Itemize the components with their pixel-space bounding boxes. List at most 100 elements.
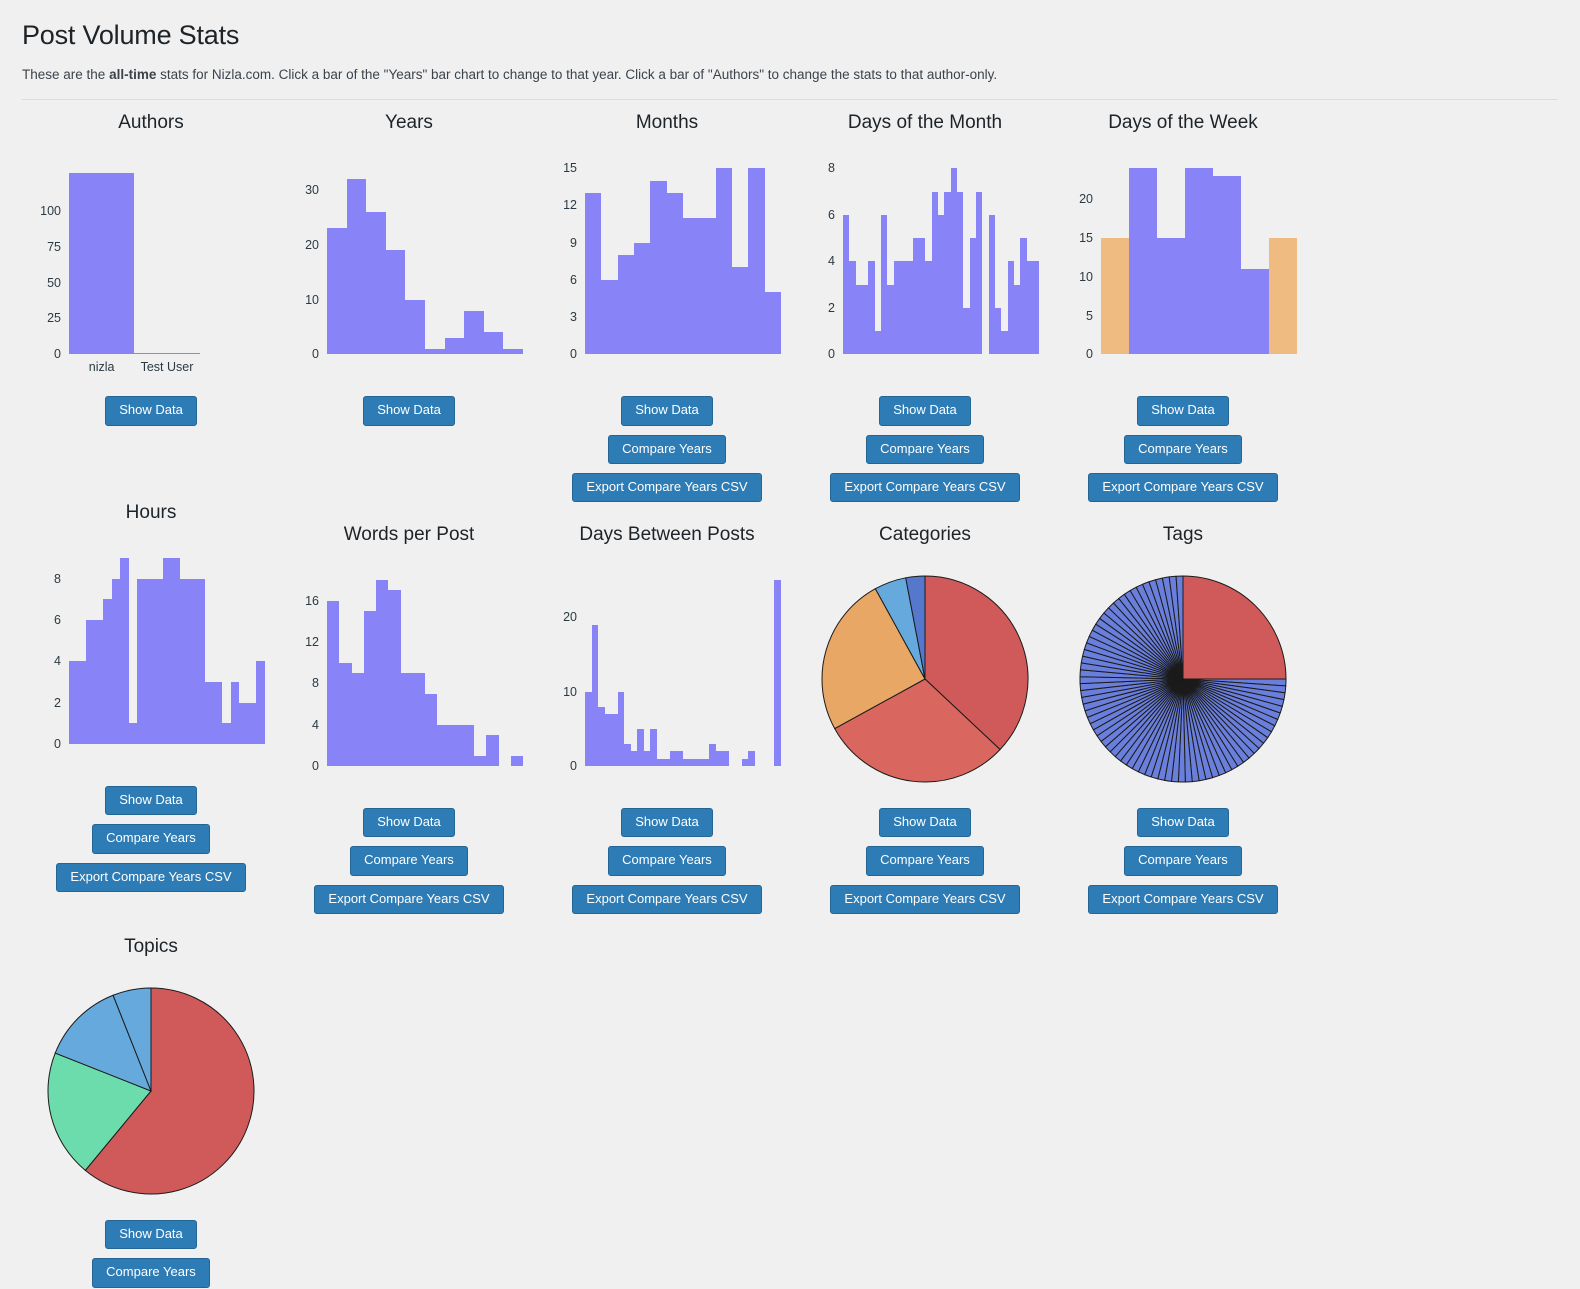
export-compare-years-csv-button-months[interactable]: Export Compare Years CSV <box>572 472 762 503</box>
bar[interactable] <box>86 620 95 745</box>
pie-slice[interactable] <box>821 588 926 730</box>
bar[interactable] <box>937 214 945 355</box>
bar[interactable] <box>722 751 729 767</box>
show-data-button-words-per-post[interactable]: Show Data <box>363 808 455 838</box>
bar[interactable] <box>715 751 723 767</box>
bar[interactable] <box>247 702 257 745</box>
bar[interactable] <box>843 214 850 355</box>
bar[interactable] <box>741 758 749 767</box>
bar[interactable] <box>510 755 523 767</box>
bar[interactable] <box>975 191 983 355</box>
export-compare-years-csv-button-words-per-post[interactable]: Export Compare Years CSV <box>314 884 504 915</box>
pie-slice[interactable] <box>54 994 152 1092</box>
bar[interactable] <box>461 724 474 767</box>
bar[interactable] <box>327 600 340 767</box>
bar[interactable] <box>861 284 869 355</box>
bar[interactable] <box>643 751 651 767</box>
bar[interactable] <box>1007 261 1014 355</box>
bar[interactable] <box>912 238 919 355</box>
bar[interactable] <box>682 758 690 767</box>
export-compare-years-csv-button-days-of-week[interactable]: Export Compare Years CSV <box>1088 472 1278 503</box>
bar[interactable] <box>145 578 155 745</box>
pie-slice[interactable] <box>905 575 926 680</box>
bar[interactable] <box>633 242 651 355</box>
show-data-button-authors[interactable]: Show Data <box>105 396 197 426</box>
export-compare-years-csv-button-categories[interactable]: Export Compare Years CSV <box>830 884 1020 915</box>
compare-years-button-tags[interactable]: Compare Years <box>1124 846 1242 876</box>
bar[interactable] <box>656 758 664 767</box>
bar[interactable] <box>585 691 592 767</box>
bar[interactable] <box>591 624 599 767</box>
bar[interactable] <box>598 706 605 767</box>
bar[interactable] <box>137 578 146 745</box>
bar[interactable] <box>682 217 700 355</box>
bar[interactable] <box>205 682 214 745</box>
bar[interactable] <box>715 168 732 355</box>
bar[interactable] <box>1032 261 1040 355</box>
bar[interactable] <box>699 217 716 355</box>
bar[interactable] <box>437 724 450 767</box>
bar[interactable] <box>366 212 386 355</box>
bar[interactable] <box>327 228 347 355</box>
bar[interactable] <box>213 682 223 745</box>
bar[interactable] <box>1101 238 1129 355</box>
bar[interactable] <box>474 755 487 767</box>
bar[interactable] <box>483 332 504 355</box>
compare-years-button-hours[interactable]: Compare Years <box>92 824 210 854</box>
bar[interactable] <box>111 578 121 745</box>
pie-slice[interactable] <box>924 575 1029 751</box>
bar[interactable] <box>425 693 438 767</box>
bar[interactable] <box>950 168 957 355</box>
show-data-button-categories[interactable]: Show Data <box>879 808 971 838</box>
bar[interactable] <box>69 172 135 355</box>
bar[interactable] <box>689 758 697 767</box>
bar[interactable] <box>1001 331 1008 355</box>
bar[interactable] <box>849 261 856 355</box>
bar[interactable] <box>69 661 78 745</box>
show-data-button-tags[interactable]: Show Data <box>1137 808 1229 838</box>
pie-slice[interactable] <box>1182 575 1287 680</box>
bar[interactable] <box>503 348 523 355</box>
bar[interactable] <box>444 337 465 355</box>
bar[interactable] <box>171 558 180 745</box>
bar[interactable] <box>702 758 710 767</box>
compare-years-button-days-of-month[interactable]: Compare Years <box>866 434 984 464</box>
bar[interactable] <box>774 580 781 767</box>
bar[interactable] <box>196 578 206 745</box>
export-compare-years-csv-button-days-between-posts[interactable]: Export Compare Years CSV <box>572 884 762 915</box>
bar[interactable] <box>585 193 602 355</box>
bar[interactable] <box>77 661 87 745</box>
bar[interactable] <box>339 662 352 767</box>
bar[interactable] <box>1026 261 1033 355</box>
bar[interactable] <box>731 267 749 355</box>
bar[interactable] <box>154 578 163 745</box>
bar[interactable] <box>650 180 667 355</box>
bar[interactable] <box>944 191 951 355</box>
compare-years-button-months[interactable]: Compare Years <box>608 434 726 464</box>
pie-slice[interactable] <box>47 1052 152 1172</box>
bar[interactable] <box>748 751 755 767</box>
bar[interactable] <box>874 331 881 355</box>
compare-years-button-topics[interactable]: Compare Years <box>92 1258 210 1288</box>
bar[interactable] <box>676 751 683 767</box>
bar[interactable] <box>669 751 677 767</box>
bar[interactable] <box>464 310 484 355</box>
bar[interactable] <box>868 261 875 355</box>
pie-slice[interactable] <box>834 678 1001 783</box>
show-data-button-days-between-posts[interactable]: Show Data <box>621 808 713 838</box>
bar[interactable] <box>351 673 364 767</box>
bar[interactable] <box>405 299 425 355</box>
bar[interactable] <box>906 261 913 355</box>
show-data-button-hours[interactable]: Show Data <box>105 786 197 816</box>
show-data-button-days-of-month[interactable]: Show Data <box>879 396 971 426</box>
bar[interactable] <box>239 702 248 745</box>
bar[interactable] <box>963 307 970 355</box>
bar[interactable] <box>650 728 657 767</box>
bar[interactable] <box>188 578 197 745</box>
bar[interactable] <box>1185 168 1213 355</box>
bar[interactable] <box>346 179 367 355</box>
bar[interactable] <box>764 292 781 355</box>
bar[interactable] <box>1213 176 1241 355</box>
bar[interactable] <box>604 714 612 767</box>
show-data-button-years[interactable]: Show Data <box>363 396 455 426</box>
